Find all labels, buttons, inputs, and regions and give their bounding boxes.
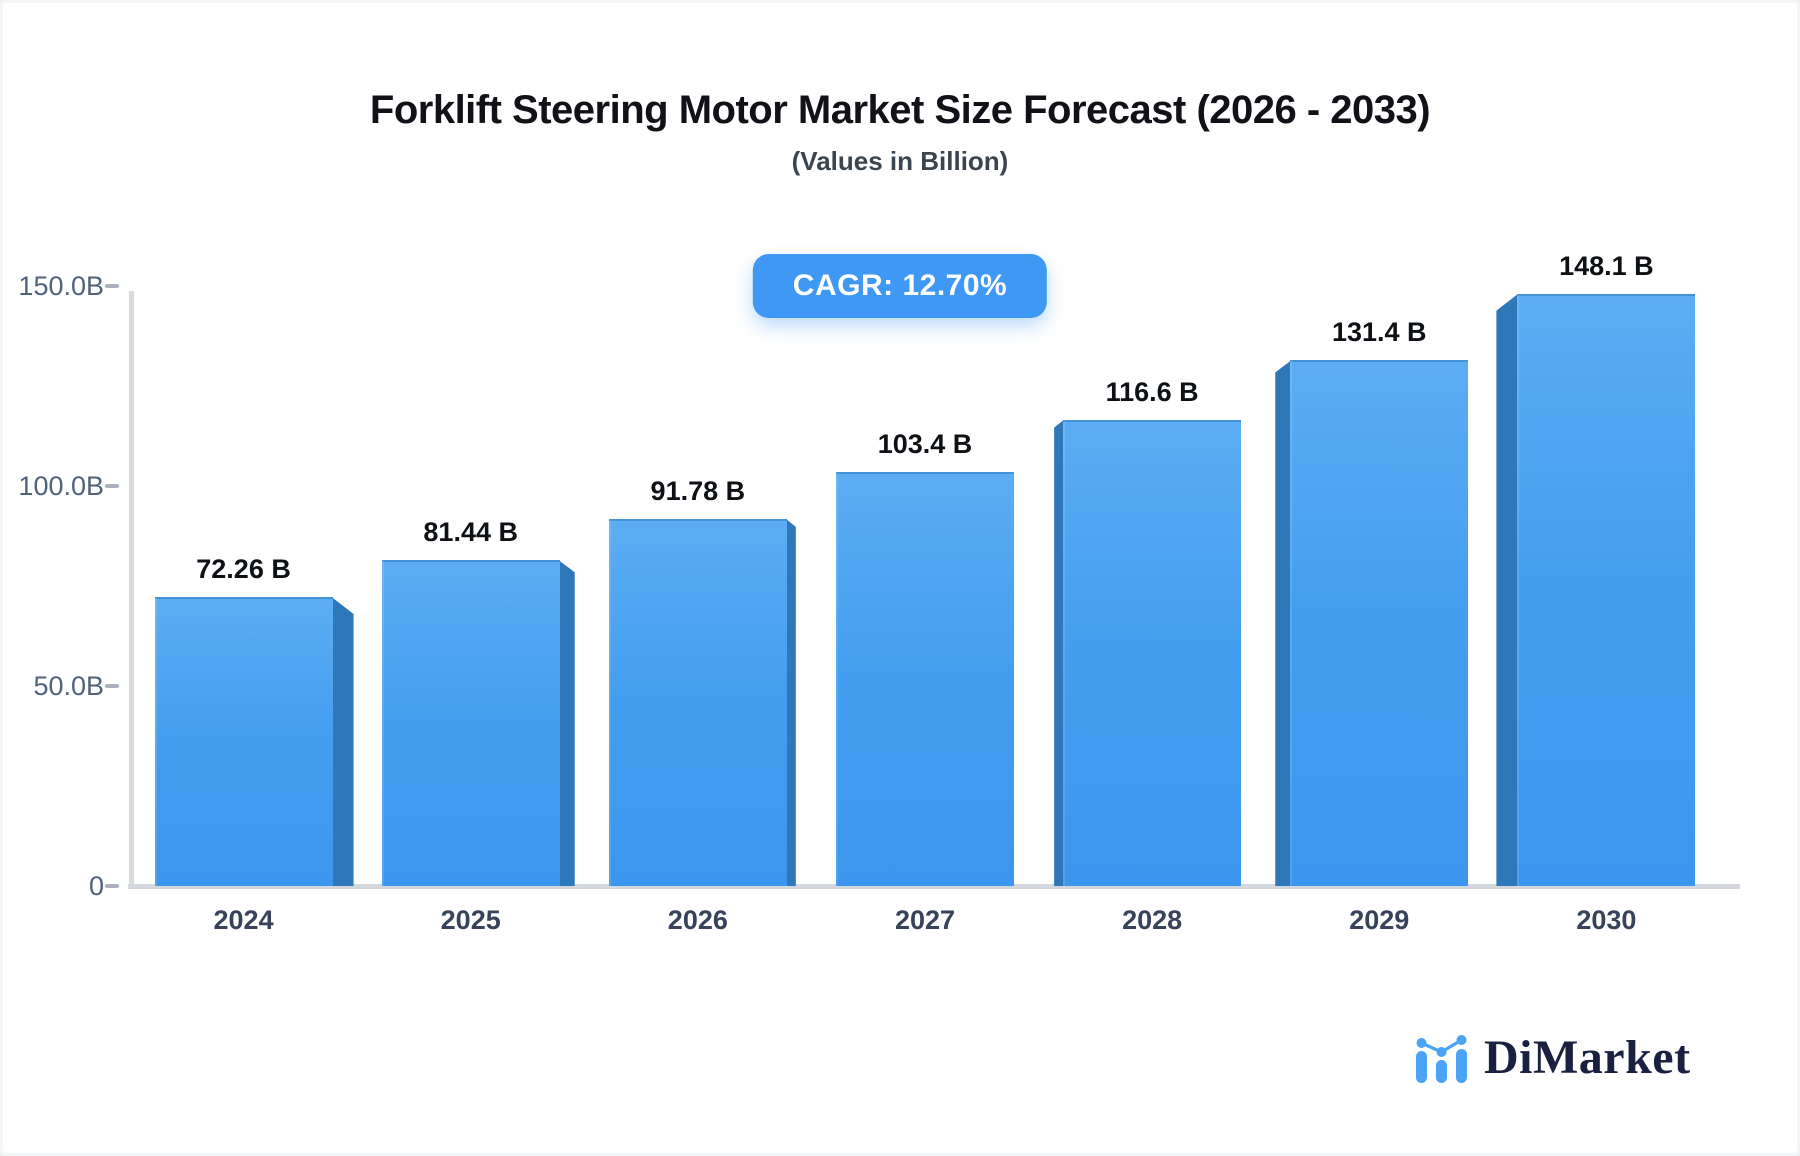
bar-value-label: 148.1 B (1559, 250, 1654, 281)
y-axis-tick-label: 50.0B (33, 671, 104, 701)
bar-value-label: 131.4 B (1331, 317, 1427, 348)
cagr-badge: CAGR: 12.70% (752, 254, 1048, 318)
bar-value-label: 91.78 B (650, 475, 746, 506)
y-axis-tick-label: 0 (88, 871, 104, 901)
bar-column-2030: 148.1 B 2030 (1493, 251, 1720, 935)
bar-column-2027: 103.4 B 2027 (811, 286, 1038, 935)
bar-value-label: 103.4 B (877, 429, 973, 460)
x-axis-baseline (128, 884, 1740, 889)
bar-2027 (835, 472, 1014, 886)
x-axis-label-2027: 2027 (894, 905, 956, 935)
bar-column-2025: 81.44 B 2025 (357, 286, 584, 935)
bar-side-face (1054, 419, 1065, 886)
bar-value-label: 72.26 B (196, 553, 291, 584)
bar-side-face (1496, 293, 1519, 886)
chart-subtitle: (Values in Billion) (791, 146, 1009, 176)
y-axis-tick-label: 150.0B (18, 271, 104, 301)
bar-value-label: 116.6 B (1105, 376, 1199, 407)
bar-column-2024: 72.26 B 2024 (130, 286, 357, 935)
x-axis-label-2024: 2024 (213, 905, 274, 935)
bar-side-face (785, 518, 796, 886)
bar-side-face (558, 560, 575, 886)
bar-2030 (1517, 293, 1696, 886)
plot-area: 72.26 B 2024 81.44 B 2025 91.78 B 2026 103.4 B… (130, 251, 1720, 935)
y-axis-tick-mark (105, 684, 119, 688)
x-axis-label-2025: 2025 (440, 905, 501, 935)
x-axis-label-2029: 2029 (1349, 905, 1410, 935)
bar-2029 (1290, 360, 1469, 886)
bar-2025 (381, 560, 560, 886)
bar-side-face (331, 596, 354, 886)
y-axis-tick-mark (105, 284, 119, 288)
y-axis-line (129, 291, 134, 885)
x-axis-label-2028: 2028 (1122, 905, 1183, 935)
x-axis-label-2030: 2030 (1576, 905, 1637, 935)
bar-line-chart-icon (1416, 1034, 1467, 1083)
bar-2028 (1063, 419, 1242, 886)
bar-2026 (608, 518, 787, 886)
y-axis-tick-label: 100.0B (18, 471, 104, 501)
y-axis-tick-mark (105, 484, 119, 488)
bar-value-label: 81.44 B (423, 517, 518, 548)
bar-2024 (154, 596, 333, 886)
chart-title: Forklift Steering Motor Market Size Fore… (369, 88, 1431, 132)
bar-side-face (1275, 360, 1292, 886)
brand-logo: DiMarket (1414, 1030, 1691, 1085)
brand-name: DiMarket (1484, 1031, 1691, 1084)
bar-column-2029: 131.4 B 2029 (1266, 286, 1493, 935)
bar-column-2028: 116.6 B 2028 (1039, 286, 1266, 935)
y-axis-tick-mark (105, 884, 119, 888)
x-axis-label-2026: 2026 (667, 905, 728, 935)
bar-column-2026: 91.78 B 2026 (584, 286, 811, 935)
